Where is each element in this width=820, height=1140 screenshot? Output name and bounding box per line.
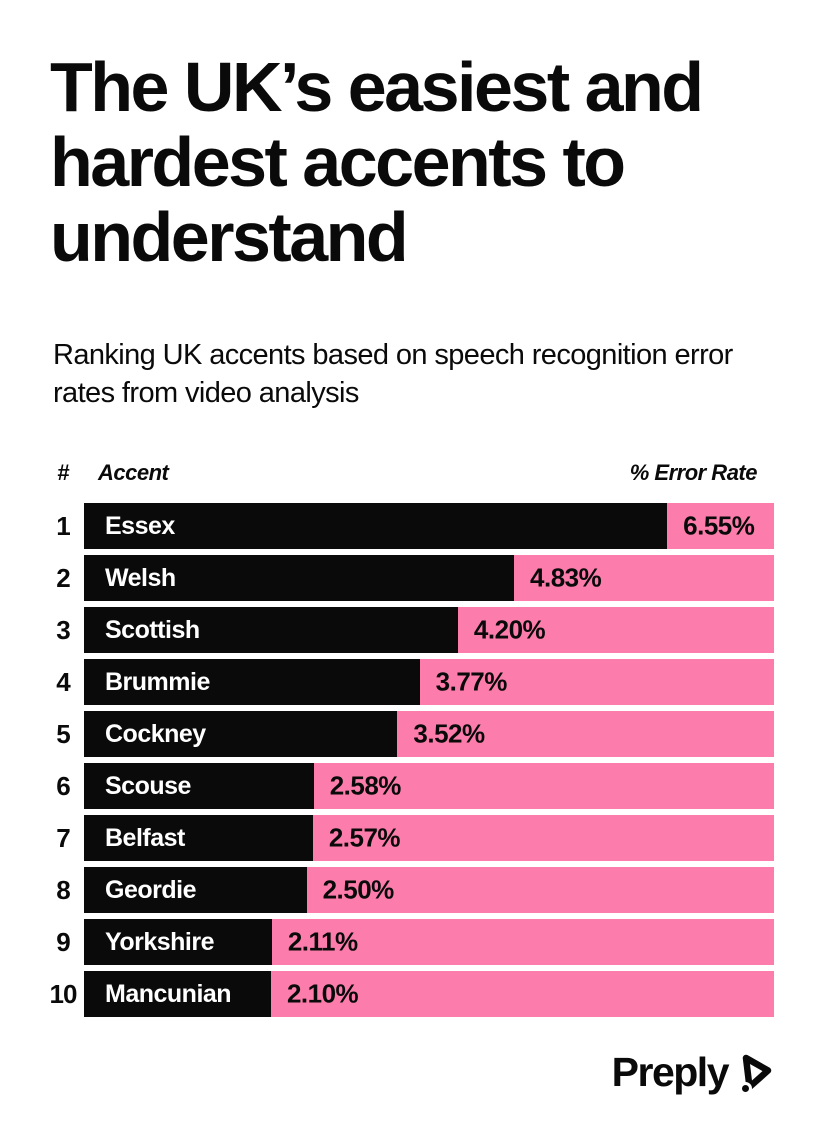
chart-row: 2 Welsh 4.83%	[42, 555, 774, 601]
rank-label: 3	[56, 614, 70, 645]
accent-label: Yorkshire	[105, 927, 214, 956]
bar-fill: Belfast	[84, 815, 313, 861]
chart-row: 9 Yorkshire 2.11%	[42, 919, 774, 965]
chart-header-row: # Accent % Error Rate	[42, 460, 774, 486]
accent-label: Brummie	[105, 667, 210, 696]
accent-label: Cockney	[105, 719, 206, 748]
bar-fill: Essex	[84, 503, 668, 549]
accent-label: Geordie	[105, 875, 196, 904]
chart-row: 4 Brummie 3.77%	[42, 659, 774, 705]
accent-label: Mancunian	[105, 979, 232, 1008]
bar-fill: Cockney	[84, 711, 398, 757]
value-label: 2.58%	[329, 770, 402, 801]
value-label: 2.10%	[286, 978, 359, 1009]
value-label: 2.50%	[322, 874, 395, 905]
value-label: 2.11%	[287, 926, 358, 957]
accent-label: Belfast	[105, 823, 185, 852]
brand-logo: Preply	[612, 1049, 775, 1096]
page-title: The UK’s easiest and hardest accents to …	[50, 48, 704, 276]
preply-speech-bubble-icon	[735, 1050, 775, 1096]
bar-fill: Welsh	[84, 555, 515, 601]
rank-label: 4	[56, 666, 70, 697]
rank-label: 9	[56, 926, 70, 957]
value-label: 3.52%	[413, 718, 485, 749]
bar-track: Geordie 2.50%	[84, 867, 774, 913]
header-error-rate: % Error Rate	[629, 460, 758, 485]
chart-row: 8 Geordie 2.50%	[42, 867, 774, 913]
bar-fill: Mancunian	[84, 971, 271, 1017]
rank-label: 2	[56, 562, 70, 593]
header-rank: #	[57, 460, 69, 485]
bar-track: Essex 6.55%	[84, 503, 774, 549]
value-label: 4.83%	[530, 562, 602, 593]
bar-track: Brummie 3.77%	[84, 659, 774, 705]
chart-row: 10 Mancunian 2.10%	[42, 971, 774, 1017]
accent-label: Essex	[105, 511, 175, 540]
chart-rows: 1 Essex 6.55% 2 Welsh 4.83% 3 Scottish 4…	[42, 503, 774, 1017]
accent-error-rate-chart: # Accent % Error Rate 1 Essex 6.55% 2 We…	[42, 460, 774, 1023]
bar-track: Welsh 4.83%	[84, 555, 774, 601]
accent-label: Scouse	[105, 771, 191, 800]
bar-track: Belfast 2.57%	[84, 815, 774, 861]
value-label: 2.57%	[328, 822, 401, 853]
accent-label: Welsh	[105, 563, 176, 592]
bar-fill: Scottish	[84, 607, 458, 653]
bar-fill: Brummie	[84, 659, 420, 705]
page-subtitle: Ranking UK accents based on speech recog…	[53, 339, 733, 409]
chart-row: 1 Essex 6.55%	[42, 503, 774, 549]
chart-row: 7 Belfast 2.57%	[42, 815, 774, 861]
bar-track: Cockney 3.52%	[84, 711, 774, 757]
value-label: 3.77%	[435, 666, 508, 697]
bar-track: Scottish 4.20%	[84, 607, 774, 653]
bar-track: Mancunian 2.10%	[84, 971, 774, 1017]
chart-row: 6 Scouse 2.58%	[42, 763, 774, 809]
value-label: 6.55%	[683, 510, 755, 541]
bar-track: Scouse 2.58%	[84, 763, 774, 809]
chart-row: 5 Cockney 3.52%	[42, 711, 774, 757]
rank-label: 8	[56, 874, 70, 905]
brand-logo-text: Preply	[611, 1049, 730, 1095]
bar-fill: Yorkshire	[84, 919, 272, 965]
bar-fill: Geordie	[84, 867, 307, 913]
header-accent: Accent	[98, 460, 169, 485]
rank-label: 6	[56, 770, 70, 801]
chart-row: 3 Scottish 4.20%	[42, 607, 774, 653]
value-label: 4.20%	[473, 614, 546, 645]
rank-label: 10	[49, 978, 78, 1009]
bar-track: Yorkshire 2.11%	[84, 919, 774, 965]
rank-label: 5	[56, 718, 70, 749]
accent-label: Scottish	[105, 615, 200, 644]
bar-fill: Scouse	[84, 763, 314, 809]
rank-label: 1	[56, 510, 70, 541]
rank-label: 7	[56, 822, 70, 853]
